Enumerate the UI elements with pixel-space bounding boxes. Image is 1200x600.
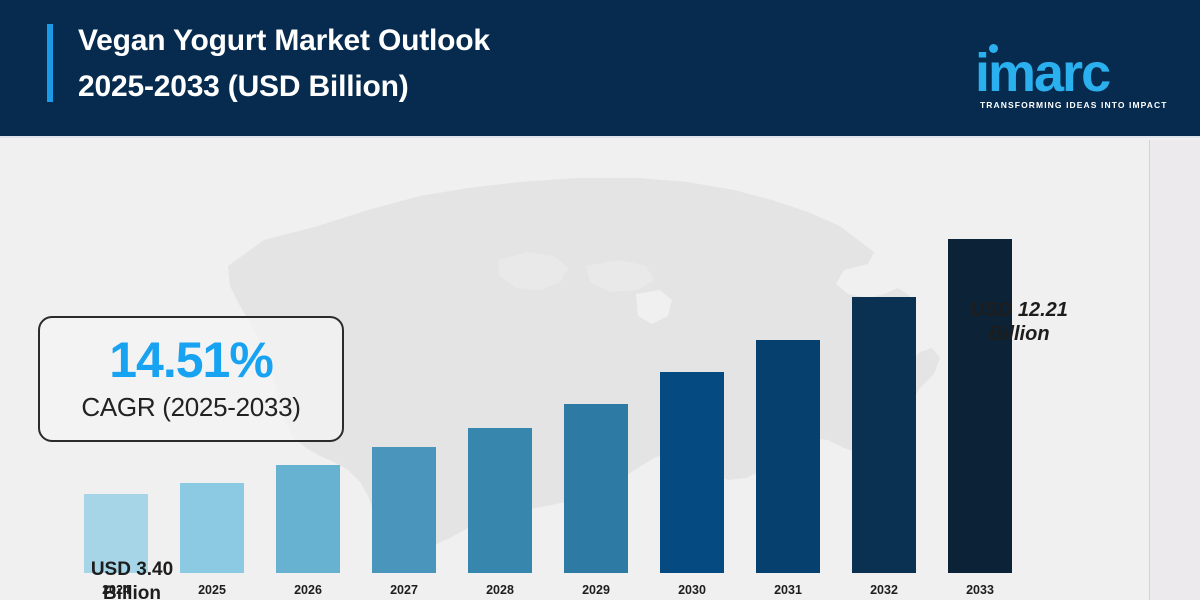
bar-chart: 2024 2025 2026 2027 2028 2029 2030 2031 2032 2033	[0, 140, 1149, 600]
bar-2029	[564, 404, 628, 573]
bar-2028	[468, 428, 532, 573]
bar-2025	[180, 483, 244, 573]
end-value-line-2: Billion	[988, 323, 1050, 345]
x-axis-label-2027: 2027	[390, 583, 418, 597]
x-axis-label-2030: 2030	[678, 583, 706, 597]
header-accent-bar	[47, 24, 53, 102]
cagr-callout-box: 14.51% CAGR (2025-2033)	[38, 316, 344, 442]
right-edge-panel	[1149, 140, 1200, 600]
end-value-callout: USD 12.21 Billion	[930, 298, 1108, 346]
bar-2026	[276, 465, 340, 573]
page-title: Vegan Yogurt Market Outlook 2025-2033 (U…	[78, 18, 918, 110]
end-value-line-1: USD 12.21	[970, 299, 1068, 321]
page-title-line-2: 2025-2033 (USD Billion)	[78, 70, 409, 103]
bar-2027	[372, 447, 436, 573]
x-axis-label-2025: 2025	[198, 583, 226, 597]
x-axis-label-2032: 2032	[870, 583, 898, 597]
x-axis-label-2026: 2026	[294, 583, 322, 597]
logo-tagline: TRANSFORMING IDEAS INTO IMPACT	[980, 100, 1168, 110]
start-value-line-1: USD 3.40	[90, 559, 174, 580]
chart-body: 2024 2025 2026 2027 2028 2029 2030 2031 2032 2033…	[0, 140, 1200, 600]
logo-dot-icon	[989, 44, 998, 53]
start-value-callout: USD 3.40 Billion	[52, 558, 212, 600]
bar-2033	[948, 239, 1012, 573]
logo-wordmark: imarc	[975, 43, 1111, 103]
start-value-line-2: Billion	[102, 583, 162, 600]
x-axis-label-2031: 2031	[774, 583, 802, 597]
bar-2031	[756, 340, 820, 573]
x-axis-label-2033: 2033	[966, 583, 994, 597]
page-title-line-1: Vegan Yogurt Market Outlook	[78, 24, 490, 57]
imarc-logo[interactable]: imarc TRANSFORMING IDEAS INTO IMPACT	[957, 28, 1166, 110]
header-bar: Vegan Yogurt Market Outlook 2025-2033 (U…	[0, 0, 1200, 138]
bar-2032	[852, 297, 916, 573]
cagr-label: CAGR (2025-2033)	[81, 392, 301, 422]
bar-2030	[660, 372, 724, 573]
cagr-value: 14.51%	[109, 332, 274, 388]
x-axis-label-2029: 2029	[582, 583, 610, 597]
x-axis-label-2028: 2028	[486, 583, 514, 597]
x-axis-label-2024: 2024	[102, 583, 130, 597]
bar-2024	[84, 494, 148, 573]
